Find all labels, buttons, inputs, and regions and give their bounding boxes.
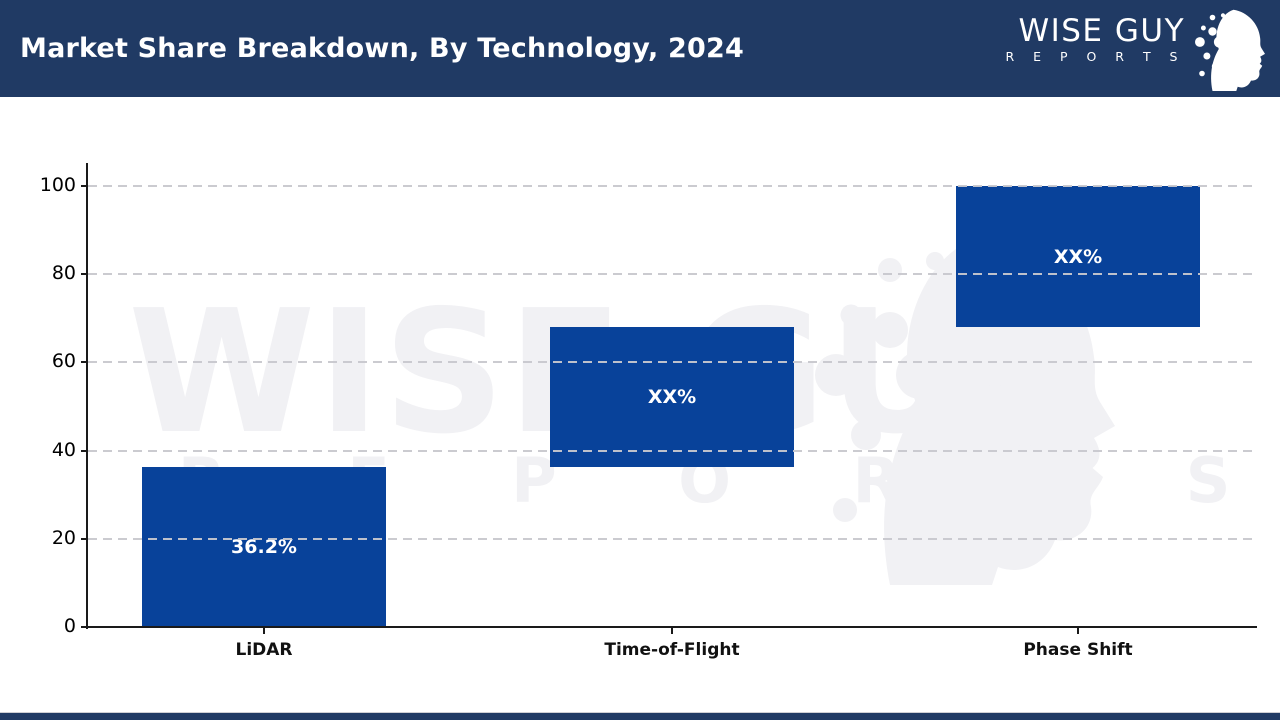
y-tick-label-80: 80 [51, 262, 76, 285]
y-tick-20 [81, 537, 88, 540]
bar-value-label-lidar: 36.2% [231, 536, 297, 559]
bar-value-label-phase-shift: XX% [1053, 245, 1103, 268]
bar-lidar: 36.2% [142, 467, 386, 627]
y-tick-label-100: 100 [39, 174, 76, 196]
logo: WISE GUY R E P O R T S [1005, 14, 1185, 64]
logo-face-icon [1195, 9, 1265, 91]
logo-subtitle: R E P O R T S [1005, 49, 1185, 65]
y-tick-60 [81, 361, 88, 364]
bar-value-label-time-of-flight: XX% [647, 386, 697, 409]
y-tick-40 [81, 449, 88, 452]
gridline-40 [88, 449, 1257, 452]
x-tick-lidar [263, 628, 265, 634]
y-tick-80 [81, 273, 88, 276]
y-tick-100 [81, 185, 88, 187]
x-tick-time-of-flight [671, 628, 673, 634]
bar-time-of-flight: XX% [550, 327, 794, 468]
x-axis-line [86, 626, 1257, 628]
x-category-label-time-of-flight: Time-of-Flight [604, 640, 740, 660]
y-tick-label-0: 0 [63, 615, 76, 637]
footer-bar [0, 712, 1280, 720]
gridline-100 [88, 185, 1257, 187]
x-category-label-phase-shift: Phase Shift [1023, 640, 1133, 660]
y-axis-line [86, 163, 88, 629]
y-tick-label-60: 60 [51, 350, 76, 373]
page-title: Market Share Breakdown, By Technology, 2… [20, 33, 745, 64]
y-tick-label-20: 20 [51, 526, 76, 549]
y-tick-0 [81, 626, 88, 628]
gridline-20 [88, 537, 1257, 540]
bar-phase-shift: XX% [956, 186, 1200, 328]
y-tick-label-40: 40 [51, 438, 76, 461]
x-category-label-lidar: LiDAR [235, 640, 293, 660]
gridline-80 [88, 273, 1257, 276]
logo-wordmark: WISE GUY [1018, 13, 1185, 49]
gridline-60 [88, 361, 1257, 364]
header-bar: Market Share Breakdown, By Technology, 2… [0, 0, 1280, 97]
x-tick-phase-shift [1077, 628, 1079, 634]
